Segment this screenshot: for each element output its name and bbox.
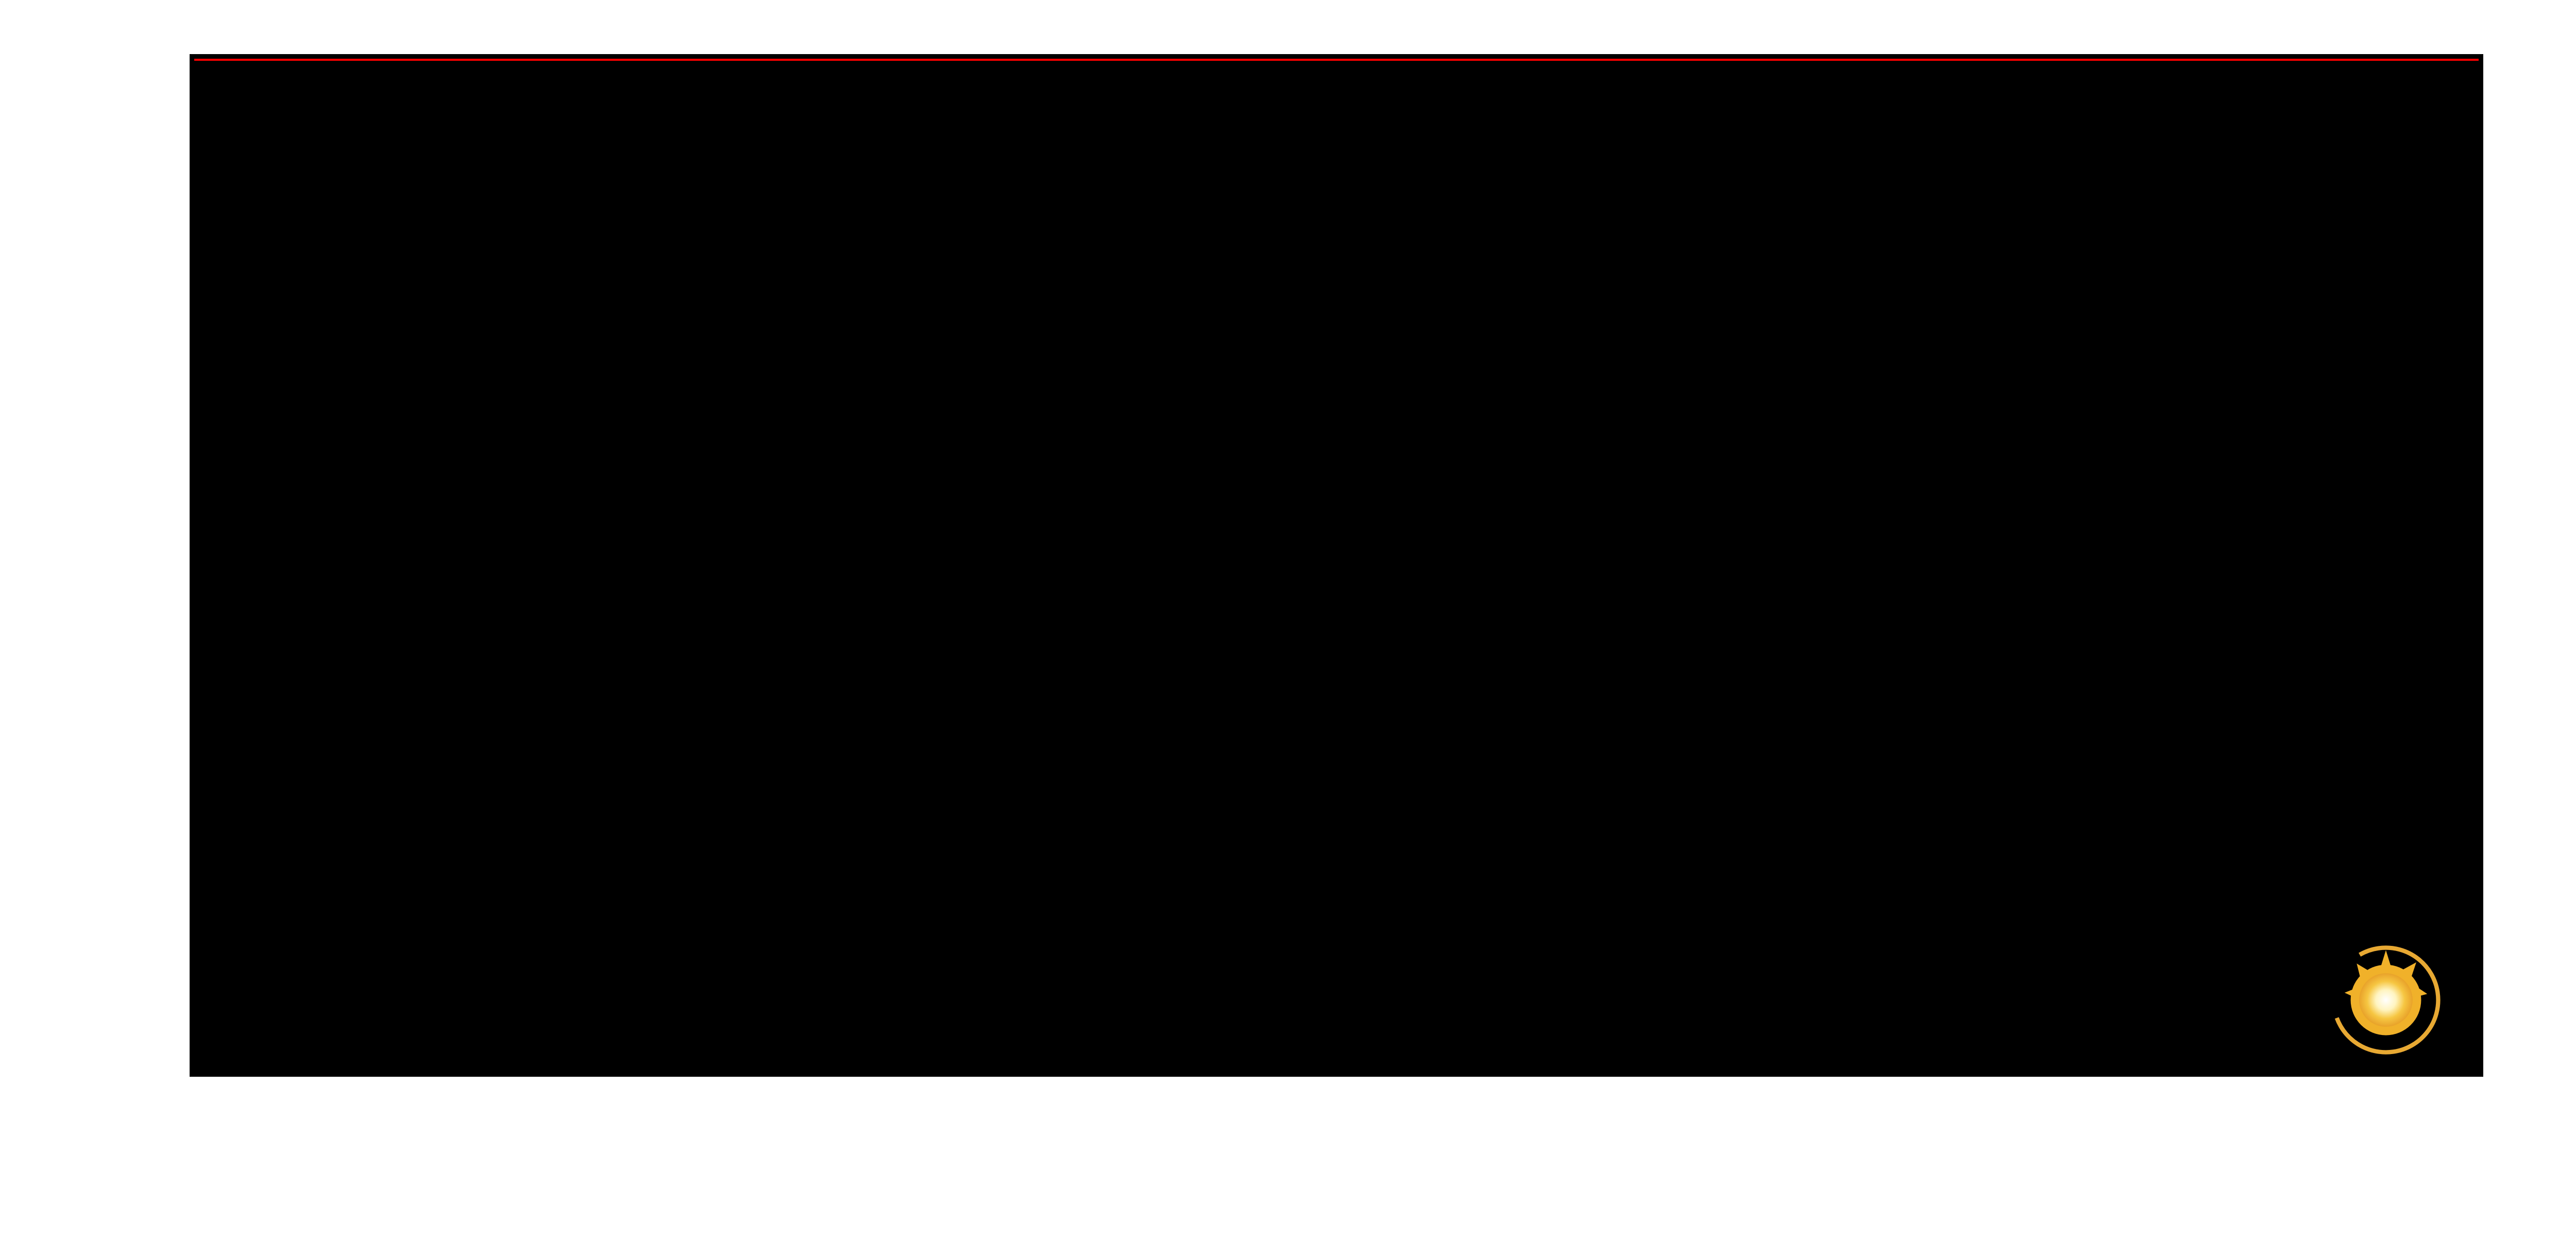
magnetogram-plot-area <box>190 54 2483 1077</box>
plot-inner <box>194 59 2479 1072</box>
equator-line <box>194 59 2479 61</box>
nisp-logo <box>2331 945 2441 1055</box>
farside-magnetogram-layer <box>194 59 2479 1072</box>
